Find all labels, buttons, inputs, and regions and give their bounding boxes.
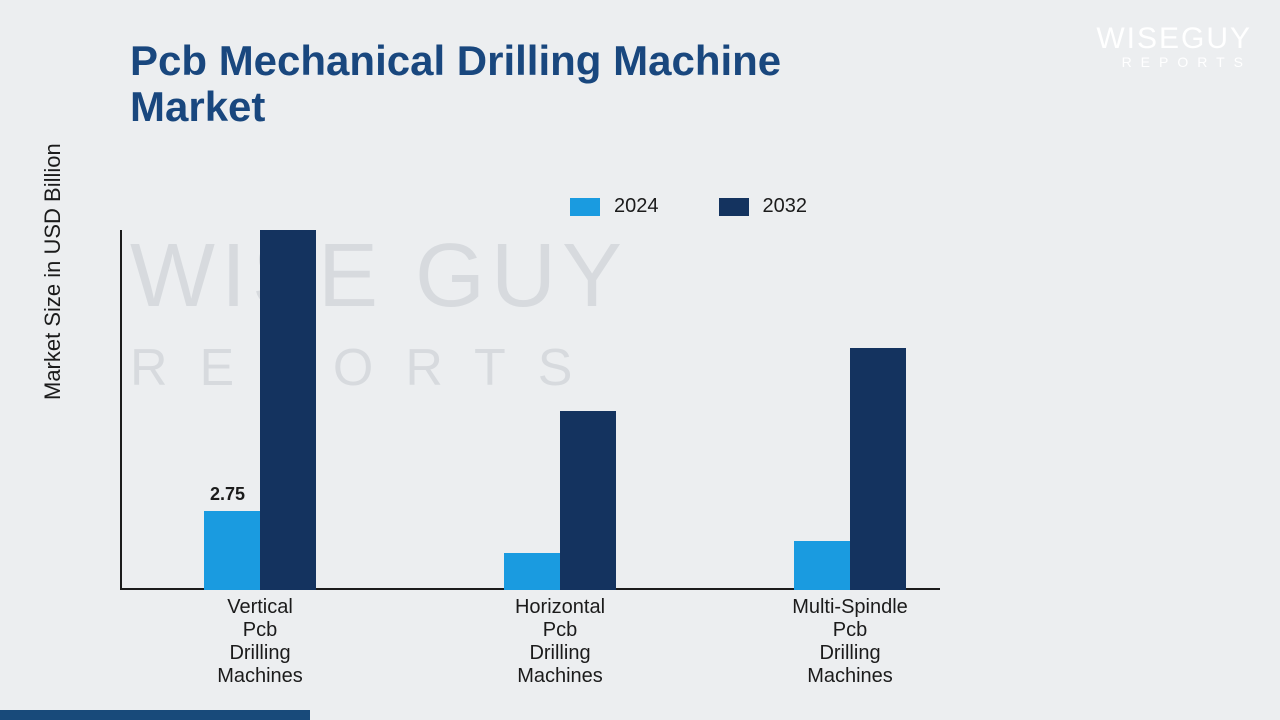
plot-area: 2.75 [120, 230, 940, 590]
chart-title: Pcb Mechanical Drilling Machine Market [130, 38, 850, 130]
legend-label: 2032 [763, 195, 808, 218]
bar-group [470, 411, 650, 590]
bar-value-label: 2.75 [210, 484, 245, 505]
chart-canvas: WISEGUY REPORTS Pcb Mechanical Drilling … [0, 0, 1280, 720]
x-axis-labels: VerticalPcbDrillingMachines HorizontalPcb… [120, 596, 940, 716]
bar [504, 553, 560, 590]
brand-side-panel [970, 0, 1280, 720]
legend-label: 2024 [614, 195, 659, 218]
logo-line2: REPORTS [1096, 54, 1252, 70]
legend-swatch [570, 198, 600, 216]
bar [260, 230, 316, 590]
legend-swatch [719, 198, 749, 216]
bottom-accent-bar [0, 710, 310, 720]
bar [204, 511, 260, 590]
legend-item: 2024 [570, 195, 659, 218]
x-axis-label: VerticalPcbDrillingMachines [170, 596, 350, 688]
bar [850, 348, 906, 590]
bar-group [760, 348, 940, 590]
legend-item: 2032 [719, 195, 808, 218]
logo-line1: WISEGUY [1096, 22, 1252, 56]
bar [560, 411, 616, 590]
brand-logo: WISEGUY REPORTS [1096, 22, 1252, 70]
legend: 2024 2032 [570, 195, 807, 218]
y-axis [120, 230, 122, 590]
y-axis-label: Market Size in USD Billion [40, 143, 66, 400]
bar [794, 541, 850, 590]
x-axis-label: Multi-SpindlePcbDrillingMachines [760, 596, 940, 688]
bar-group: 2.75 [170, 230, 350, 590]
x-axis-label: HorizontalPcbDrillingMachines [470, 596, 650, 688]
